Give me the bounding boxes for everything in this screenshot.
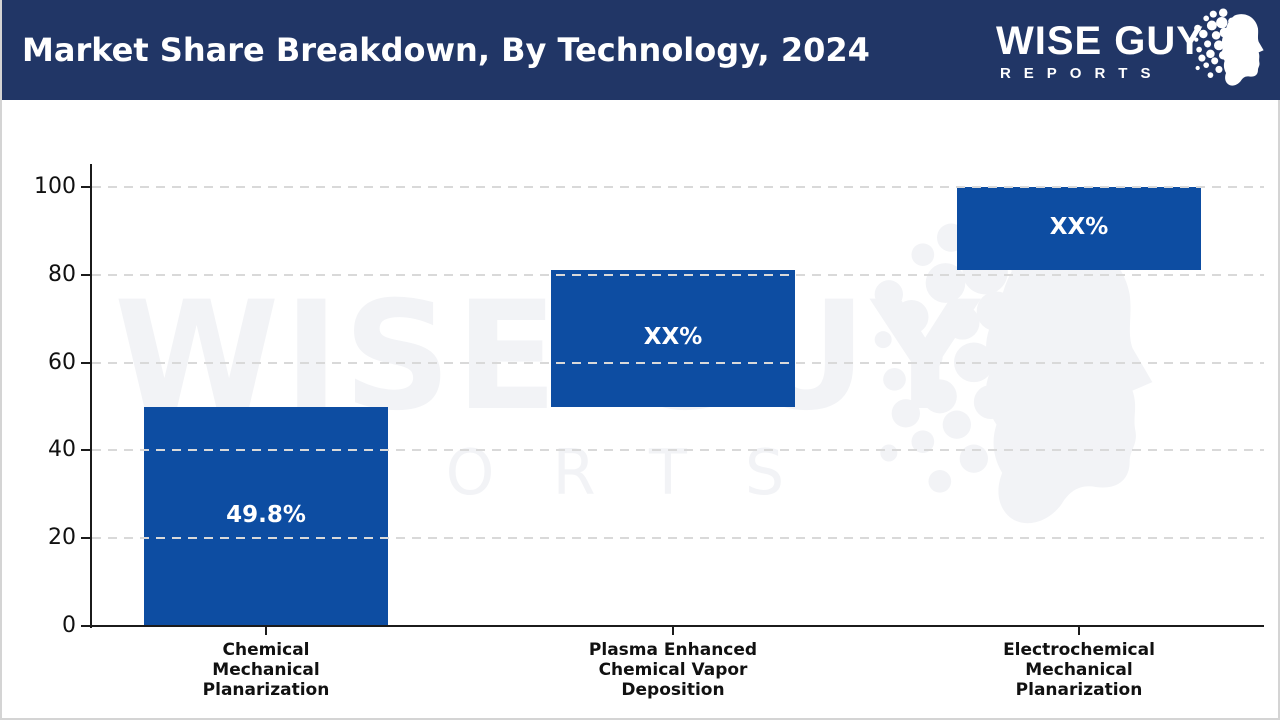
x-category-label-line: Deposition bbox=[621, 680, 725, 700]
gridline-40 bbox=[92, 449, 1264, 452]
y-tick-mark bbox=[81, 625, 90, 627]
y-tick-mark bbox=[81, 361, 90, 364]
header-bar: Market Share Breakdown, By Technology, 2… bbox=[2, 0, 1280, 100]
bar-plasma-enhanced-chemical-vapor-deposition bbox=[551, 270, 795, 407]
x-category-label-line: Plasma Enhanced bbox=[588, 640, 758, 660]
y-tick-mark bbox=[81, 537, 90, 540]
brand-logo: WISE GUY REPORTS bbox=[996, 5, 1270, 97]
y-tick-label: 60 bbox=[48, 349, 76, 375]
y-tick-label: 40 bbox=[48, 437, 76, 463]
gridline-100 bbox=[92, 186, 1264, 188]
x-axis-line bbox=[90, 625, 1264, 627]
brand-name: WISE GUY bbox=[995, 18, 1204, 63]
y-tick-label: 100 bbox=[34, 174, 76, 199]
bar-value-label: XX% bbox=[643, 324, 703, 350]
y-tick-label: 80 bbox=[48, 261, 76, 287]
x-tick-mark bbox=[265, 627, 267, 635]
x-tick-mark bbox=[1078, 627, 1080, 635]
y-tick-mark bbox=[81, 273, 90, 276]
x-category-label-line: Planarization bbox=[202, 680, 330, 700]
gridline-20 bbox=[92, 537, 1264, 540]
x-category-label-chemical-mechanical-planarization: Chemical Mechanical Planarization bbox=[106, 640, 426, 700]
x-category-label-line: Electrochemical bbox=[1003, 640, 1155, 660]
page-title: Market Share Breakdown, By Technology, 2… bbox=[22, 31, 870, 69]
bar-electrochemical-mechanical-planarization bbox=[957, 187, 1201, 270]
y-axis-line bbox=[90, 164, 92, 628]
bar-value-label: XX% bbox=[1049, 214, 1109, 240]
x-category-label-line: Mechanical bbox=[212, 660, 320, 680]
bar-chemical-mechanical-planarization bbox=[144, 407, 388, 626]
x-category-label-electrochemical-mechanical-planarization: Electrochemical Mechanical Planarization bbox=[919, 640, 1239, 700]
bar-value-label: 49.8% bbox=[226, 502, 306, 528]
brand-subtitle: REPORTS bbox=[999, 64, 1164, 82]
brand-face-icon bbox=[1194, 8, 1264, 86]
y-tick-mark bbox=[81, 449, 90, 452]
x-category-label-line: Chemical Vapor bbox=[598, 660, 748, 680]
y-tick-label: 0 bbox=[62, 613, 76, 638]
x-category-label-line: Planarization bbox=[1015, 680, 1143, 700]
brand-logo-text: WISE GUY REPORTS bbox=[996, 21, 1204, 82]
x-category-label-plasma-enhanced-chemical-vapor-deposition: Plasma Enhanced Chemical Vapor Deposition bbox=[513, 640, 833, 700]
y-tick-label: 20 bbox=[48, 525, 76, 551]
x-category-label-line: Mechanical bbox=[1025, 660, 1133, 680]
y-tick-mark bbox=[81, 186, 90, 188]
x-tick-mark bbox=[672, 627, 674, 635]
gridline-60 bbox=[92, 361, 1264, 364]
x-category-label-line: Chemical bbox=[222, 640, 310, 660]
gridline-80 bbox=[92, 273, 1264, 276]
